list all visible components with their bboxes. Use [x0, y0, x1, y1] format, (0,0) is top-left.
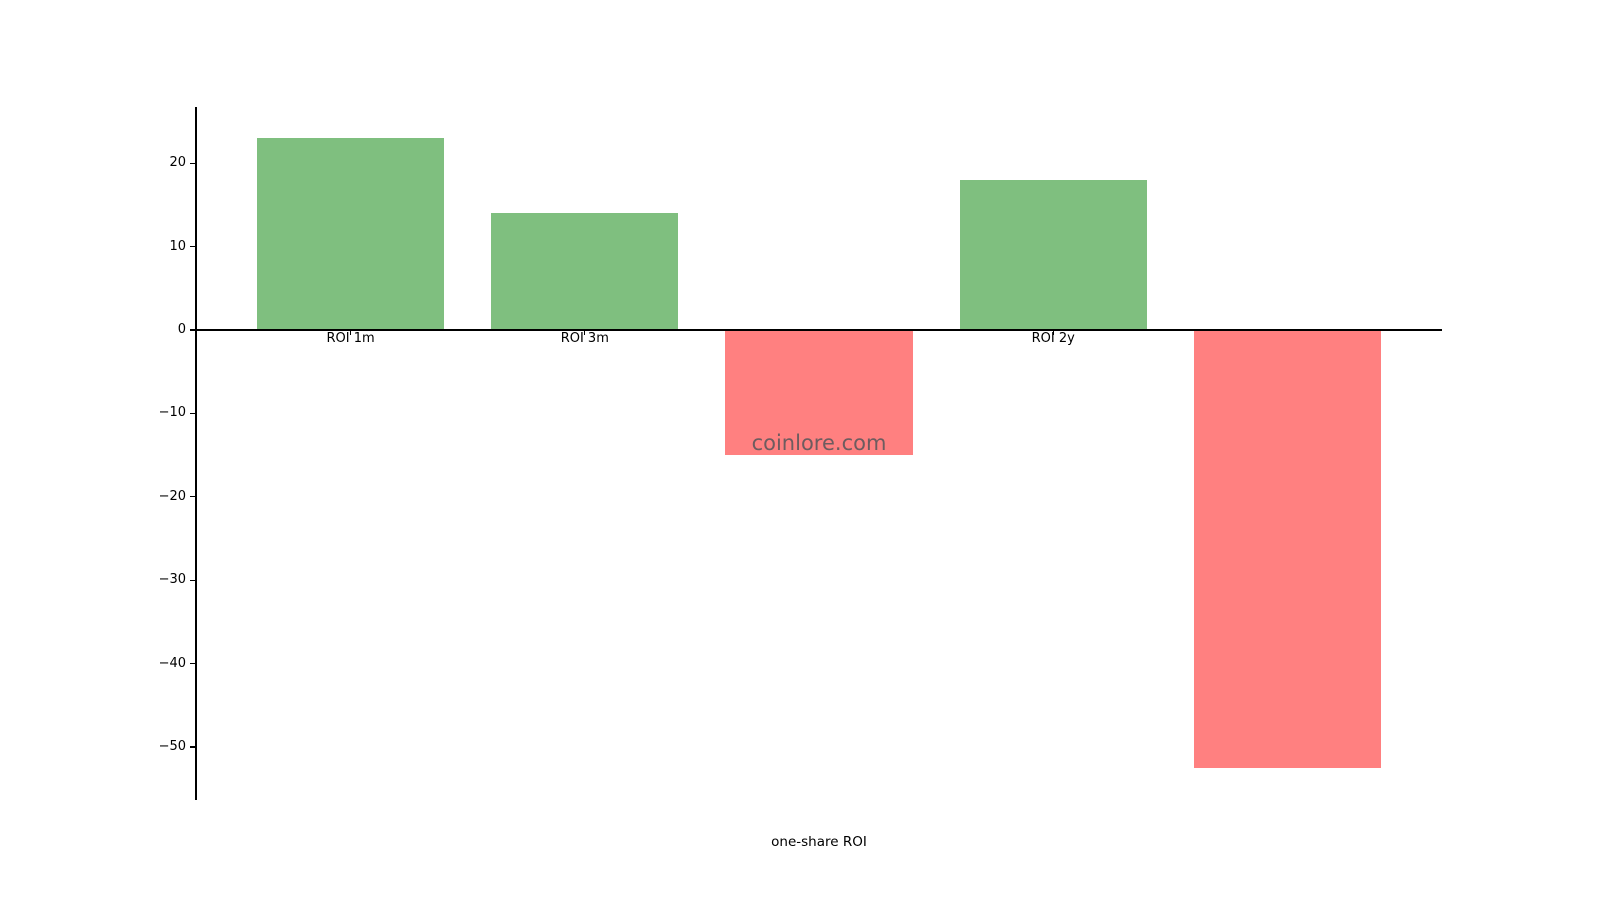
y-tick-mark: [189, 329, 196, 331]
bar-roi-2y: [959, 179, 1147, 330]
x-tick-mark: [584, 329, 586, 335]
y-tick-mark: [189, 412, 196, 414]
y-tick-label--40: −40: [158, 655, 186, 671]
y-tick-mark: [189, 662, 196, 665]
y-tick-mark: [189, 579, 196, 581]
bar-3: [725, 329, 913, 456]
x-axis-title: one-share ROI: [771, 834, 867, 850]
y-tick-mark: [189, 162, 196, 164]
x-axis-spine: [196, 329, 1442, 331]
bar-roi-3m: [491, 213, 679, 330]
y-tick-label--30: −30: [158, 572, 186, 588]
y-tick-label-10: 10: [169, 238, 186, 254]
y-tick-mark: [189, 746, 196, 748]
watermark: coinlore.com: [751, 431, 887, 455]
y-tick-mark: [189, 496, 196, 498]
y-tick-label--10: −10: [158, 405, 186, 421]
x-tick-label-roi-2y: ROI 2y: [1031, 331, 1075, 346]
bar-5: [1193, 329, 1382, 768]
y-tick-label-0: 0: [177, 321, 186, 337]
x-tick-mark: [349, 329, 352, 335]
x-tick-mark: [1052, 329, 1054, 335]
x-tick-label-roi-3m: ROI 3m: [560, 331, 609, 346]
y-tick-label--50: −50: [158, 738, 186, 754]
y-axis-spine: [195, 106, 197, 800]
y-tick-label-20: 20: [169, 155, 186, 171]
y-tick-mark: [189, 246, 196, 248]
x-tick-label-roi-1m: ROI 1m: [326, 331, 375, 346]
y-tick-label--20: −20: [158, 488, 186, 504]
bar-roi-1m: [256, 138, 445, 330]
